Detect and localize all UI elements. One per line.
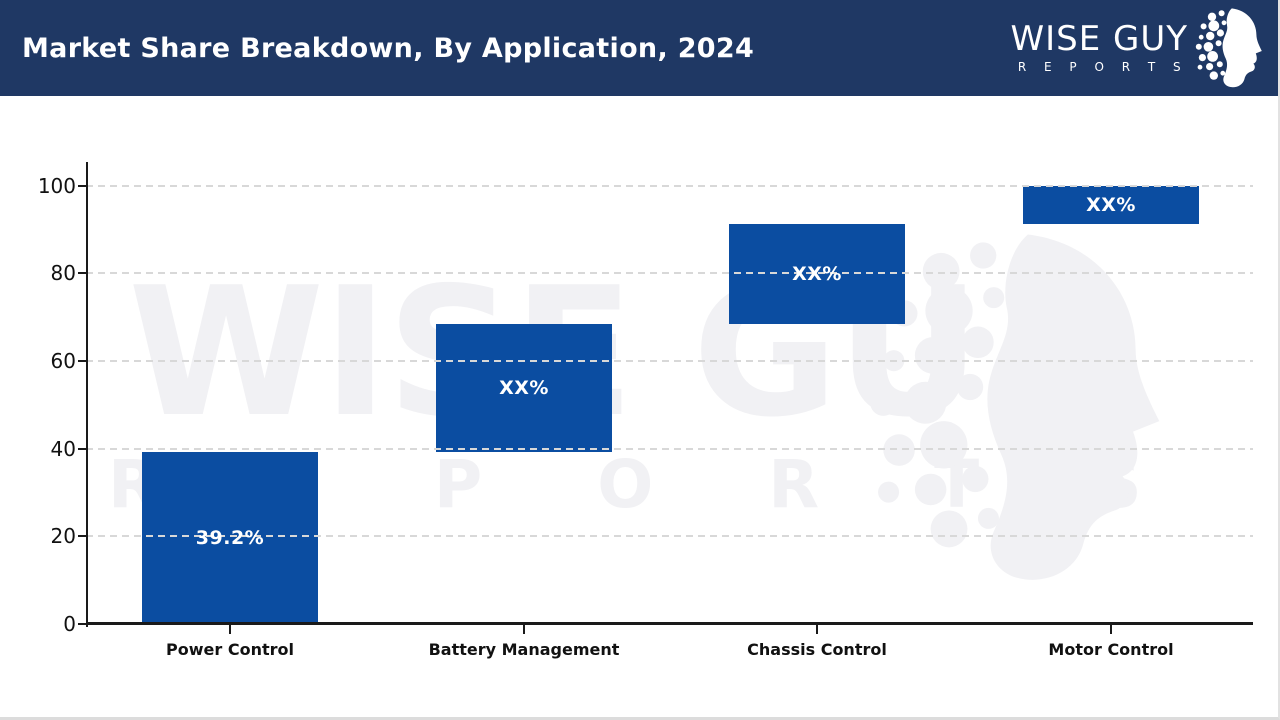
- bar-power-control: [142, 452, 318, 624]
- y-tick-label-100: 100: [37, 173, 76, 198]
- x-tick-mark-motor-control: [1110, 625, 1112, 634]
- y-tick-label-0: 0: [63, 612, 76, 636]
- dotted-head-profile-icon: [1195, 8, 1262, 88]
- y-tick-mark-100: [78, 184, 86, 187]
- page-title: Market Share Breakdown, By Application, …: [22, 32, 755, 64]
- logo-text: WISE GUY R E P O R T S: [1010, 19, 1188, 74]
- chart-area: WISE GU R E P O R T S 0 20 40 60 80 100 39.2% X…: [0, 96, 1278, 717]
- y-tick-label-20: 20: [50, 524, 76, 549]
- bar-value-label-battery-management: XX%: [499, 376, 549, 399]
- bar-value-label-power-control: 39.2%: [195, 527, 265, 550]
- gridline-60: [86, 359, 1253, 362]
- y-tick-mark-0: [78, 623, 86, 625]
- header: Market Share Breakdown, By Application, …: [0, 0, 1278, 96]
- x-category-label-chassis-control: Chassis Control: [747, 640, 887, 659]
- x-tick-mark-battery-management: [523, 625, 525, 634]
- y-tick-mark-60: [78, 359, 86, 362]
- gridline-100: [86, 184, 1253, 187]
- x-tick-mark-power-control: [229, 625, 231, 634]
- x-tick-mark-chassis-control: [816, 625, 818, 634]
- y-tick-mark-80: [78, 272, 86, 275]
- logo-wordmark: WISE GUY: [1010, 19, 1188, 60]
- y-tick-mark-40: [78, 447, 86, 450]
- y-tick-label-80: 80: [50, 261, 76, 286]
- x-category-label-battery-management: Battery Management: [428, 640, 620, 659]
- gridline-40: [86, 447, 1253, 450]
- x-category-label-power-control: Power Control: [166, 640, 294, 659]
- logo-subtitle: R E P O R T S: [1017, 59, 1188, 74]
- y-tick-label-60: 60: [50, 348, 76, 373]
- x-axis-line: [86, 622, 1253, 625]
- x-category-label-motor-control: Motor Control: [1048, 640, 1174, 659]
- y-tick-mark-20: [78, 535, 86, 538]
- y-axis-line: [86, 162, 88, 627]
- bar-value-label-chassis-control: XX%: [792, 262, 842, 285]
- gridline-20: [86, 535, 1253, 538]
- gridline-80: [86, 272, 1253, 275]
- bar-value-label-motor-control: XX%: [1086, 193, 1136, 216]
- y-tick-label-40: 40: [50, 436, 76, 461]
- bar-motor-control: [1023, 185, 1199, 224]
- bar-battery-management: [436, 323, 612, 453]
- wise-guy-logo: WISE GUY R E P O R T S: [1010, 6, 1278, 90]
